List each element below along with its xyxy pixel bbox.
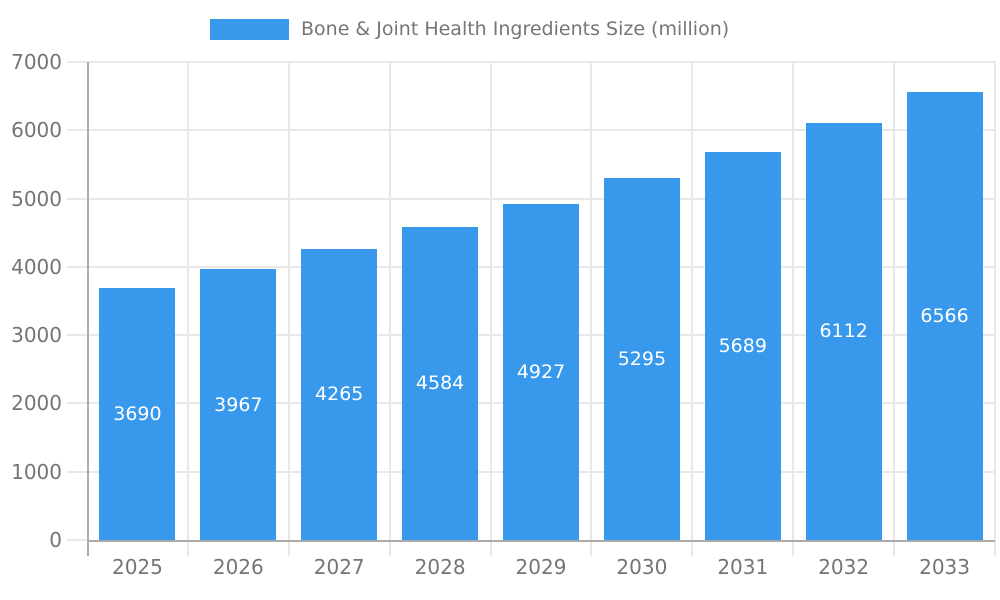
y-axis-tick-label: 1000 [11,460,62,484]
plot-area: 0 1000 2000 3000 4000 5000 6000 7000 3690 2025 396… [11,50,996,579]
bar-value-label: 5689 [718,334,767,357]
x-gridline [893,62,895,556]
bar[interactable]: 6112 [805,122,882,540]
x-axis-line [87,540,995,542]
legend-swatch [210,18,289,40]
x-axis-tick-label: 2029 [515,555,567,579]
x-axis-tick-label: 2030 [616,555,668,579]
x-axis-tick-label: 2028 [414,555,466,579]
bar-value-label: 4265 [315,383,364,406]
x-gridline [490,62,492,556]
legend-item[interactable]: Bone & Joint Health Ingredients Size (mi… [210,18,729,40]
bar[interactable]: 5295 [603,178,680,540]
x-gridline [994,62,996,556]
y-gridline [67,129,995,131]
bar-value-label: 6566 [920,304,969,327]
x-axis-tick-label: 2027 [313,555,365,579]
bar-value-label: 4927 [516,360,566,383]
x-gridline [792,62,794,556]
x-axis-tick-label: 2032 [818,555,870,579]
x-axis-tick-label: 2025 [111,555,163,579]
y-axis-tick-label: 7000 [11,50,62,74]
bar[interactable]: 3967 [200,269,277,540]
x-gridline [288,62,290,556]
bar[interactable]: 6566 [906,91,983,540]
x-axis-tick-label: 2031 [717,555,769,579]
bar-value-label: 6112 [819,320,868,343]
y-axis-tick-label: 2000 [11,391,62,415]
y-axis-tick-label: 6000 [11,118,62,142]
bar-value-label: 5295 [617,348,667,371]
y-axis-tick-label: 4000 [11,255,62,279]
bar-value-label: 4584 [415,372,465,395]
x-axis-tick-label: 2033 [919,555,970,579]
bar[interactable]: 3690 [99,288,176,540]
y-axis-tick-label: 3000 [11,323,62,347]
bar[interactable]: 4584 [402,226,479,540]
y-axis-tick-label: 5000 [11,187,62,211]
y-gridline [67,61,995,63]
y-tick [67,539,87,541]
x-gridline [590,62,592,556]
y-axis-line [87,62,89,556]
bar[interactable]: 4265 [301,248,378,540]
x-gridline [187,62,189,556]
x-gridline [389,62,391,556]
bar-value-label: 3967 [214,393,263,416]
legend-label: Bone & Joint Health Ingredients Size (mi… [301,18,730,40]
y-axis-tick-label: 0 [49,528,62,552]
y-gridline [67,198,995,200]
bar[interactable]: 5689 [704,151,781,540]
bar-value-label: 3690 [113,403,162,426]
bar[interactable]: 4927 [503,203,579,540]
x-axis-tick-label: 2026 [212,555,264,579]
x-gridline [691,62,693,556]
